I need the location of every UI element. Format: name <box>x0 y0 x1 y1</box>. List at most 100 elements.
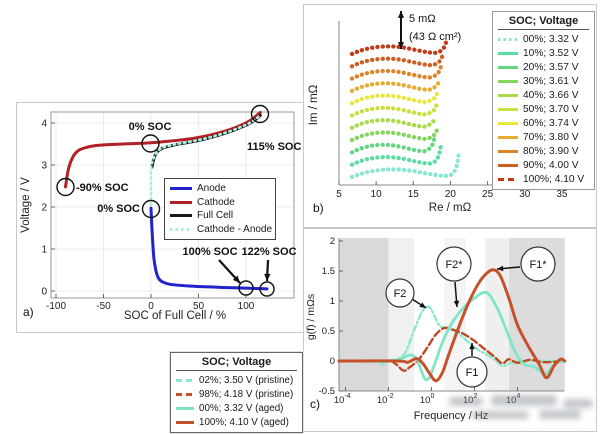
annotation-text: 0% SOC <box>129 121 172 133</box>
annotation-text: 115% SOC <box>247 141 301 153</box>
legend-line-sample <box>498 37 518 41</box>
panel-b-legend: SOC; Voltage 00%; 3.32 V 10%; 3.52 V 20%; 3… <box>492 11 595 190</box>
panel-b-legend-entry: 50%; 3.70 V <box>498 102 589 116</box>
x-tick-label: 10 <box>463 395 474 406</box>
marker-circle <box>141 134 160 153</box>
legend-label: 00%; 3.32 V <box>523 33 579 45</box>
y-tick-label: 0 <box>41 287 47 298</box>
panel-a-legend: Anode Cathode Full Cell Cathode - Anode <box>164 178 276 240</box>
offset-annotation-1: 5 mΩ <box>409 13 436 25</box>
panel-b-nyquist: 5 10 15 20 25 30 35 Re / mΩ Im / mΩ 5 mΩ (43 Ω cm²… <box>303 4 597 228</box>
drt-legend-entry: 98%; 4.18 V (pristine) <box>176 387 297 401</box>
x-tick-label: 20 <box>445 189 457 200</box>
panel-b-legend-entry: 40%; 3.66 V <box>498 88 589 102</box>
nyquist-series-20% <box>349 137 437 155</box>
nyquist-series-10% <box>349 143 443 167</box>
legend-label: 90%; 4.00 V <box>523 159 579 171</box>
shaded-band <box>485 238 509 391</box>
drt-legend-entry: 02%; 3.50 V (pristine) <box>176 373 297 387</box>
y-tick-label: 0 <box>330 356 335 367</box>
x-axis-label: Frequency / Hz <box>414 410 489 422</box>
x-tick-label: -100 <box>46 301 66 312</box>
legend-line-sample <box>170 200 192 204</box>
x-axis-label: SOC of Full Cell / % <box>124 310 226 322</box>
y-tick-label: 1.5 <box>322 266 335 277</box>
legend-label: 80%; 3.90 V <box>523 145 579 157</box>
legend-label: 70%; 3.80 V <box>523 131 579 143</box>
marker-circle <box>259 281 275 297</box>
y-tick-label: 1 <box>41 245 47 256</box>
legend-label: 20%; 3.57 V <box>523 61 579 73</box>
drt-series <box>337 268 567 383</box>
legend-line-sample <box>170 227 192 231</box>
x-tick-label: 5 <box>336 189 342 200</box>
nyquist-series-100% <box>349 36 449 57</box>
panel-b-legend-title: SOC; Voltage <box>498 15 589 30</box>
panel-b-legend-entry: 90%; 4.00 V <box>498 158 589 172</box>
voltage-soc-chart: -100 -50 0 50 100 0 1 2 3 4 SOC of Full Cell / % Vo… <box>20 104 301 322</box>
legend-label: 100%; 4.10 V (aged) <box>199 416 289 428</box>
panel-a-label: a) <box>23 305 34 319</box>
shaded-band <box>339 238 389 391</box>
x-tick-label: -50 <box>96 301 111 312</box>
legend-label: 98%; 4.18 V (pristine) <box>199 388 294 400</box>
legend-line-sample <box>170 187 192 191</box>
legend-label: 30%; 3.61 V <box>523 75 579 87</box>
annotation-text: 0% SOC <box>97 203 140 215</box>
legend-label: 100%; 4.10 V <box>523 173 585 185</box>
legend-line-sample <box>498 107 518 111</box>
x-tick-label: 10 <box>377 395 388 406</box>
x-tick-label: 10 <box>371 189 383 200</box>
annotation-text: 122% SOC <box>241 246 296 258</box>
legend-line-sample <box>498 163 518 167</box>
y-tick-label: 2 <box>330 236 335 247</box>
x-tick-exponent: -2 <box>387 393 393 400</box>
legend-line-sample <box>498 51 518 55</box>
arrow-head <box>397 11 405 18</box>
y-tick-label: -0.5 <box>319 386 335 397</box>
panel-a-legend-entry: Cathode <box>170 196 270 210</box>
marker-circle <box>56 177 75 197</box>
x-tick-label: 30 <box>519 189 531 200</box>
legend-line-sample <box>176 406 194 410</box>
drt-legend-entry: 100%; 4.10 V (aged) <box>176 415 297 429</box>
process-label: F2 <box>394 288 407 300</box>
legend-line-sample <box>498 121 518 125</box>
x-axis-label: Re / mΩ <box>429 202 472 214</box>
annotation-text: 100% SOC <box>182 246 237 258</box>
x-tick-exponent: -4 <box>344 393 350 400</box>
panel-c-label: c) <box>310 397 320 411</box>
drt-legend-title: SOC; Voltage <box>176 356 297 371</box>
x-tick-label: 0 <box>148 301 154 312</box>
y-tick-label: 0.5 <box>322 326 335 337</box>
panel-b-label: b) <box>313 201 324 215</box>
panel-a-legend-entry: Full Cell <box>170 209 270 223</box>
annotation-text: -90% SOC <box>76 182 129 194</box>
x-tick-label: 50 <box>193 301 205 312</box>
axes-box <box>50 111 295 299</box>
legend-label: 02%; 3.50 V (pristine) <box>199 374 294 386</box>
arrow-head <box>497 265 504 272</box>
panel-a-legend-entry: Cathode - Anode <box>170 223 273 237</box>
legend-line-sample <box>498 93 518 97</box>
y-tick-label: 1 <box>330 296 335 307</box>
legend-label: Cathode <box>197 196 235 208</box>
arrow-head <box>419 302 426 308</box>
x-tick-label: 10 <box>334 395 345 406</box>
legend-line-sample <box>498 177 518 181</box>
offset-annotation-2: (43 Ω cm²) <box>409 31 461 43</box>
arrow-head <box>232 275 240 283</box>
legend-label: Cathode - Anode <box>197 223 273 235</box>
nyquist-chart: 5 10 15 20 25 30 35 Re / mΩ Im / mΩ 5 mΩ (43 Ω cm²… <box>308 11 568 214</box>
nyquist-series-50% <box>349 103 439 118</box>
legend-line-sample <box>176 420 194 424</box>
x-tick-label: 25 <box>482 189 494 200</box>
x-tick-label: 10 <box>420 395 431 406</box>
panel-b-legend-entry: 80%; 3.90 V <box>498 144 589 158</box>
y-tick-label: 2 <box>41 203 47 214</box>
arrow-head <box>453 300 460 307</box>
panel-b-legend-entry: 60%; 3.74 V <box>498 116 589 130</box>
drt-legend: SOC; Voltage 02%; 3.50 V (pristine) 98%; 4… <box>170 352 303 433</box>
x-tick-label: 35 <box>556 189 568 200</box>
